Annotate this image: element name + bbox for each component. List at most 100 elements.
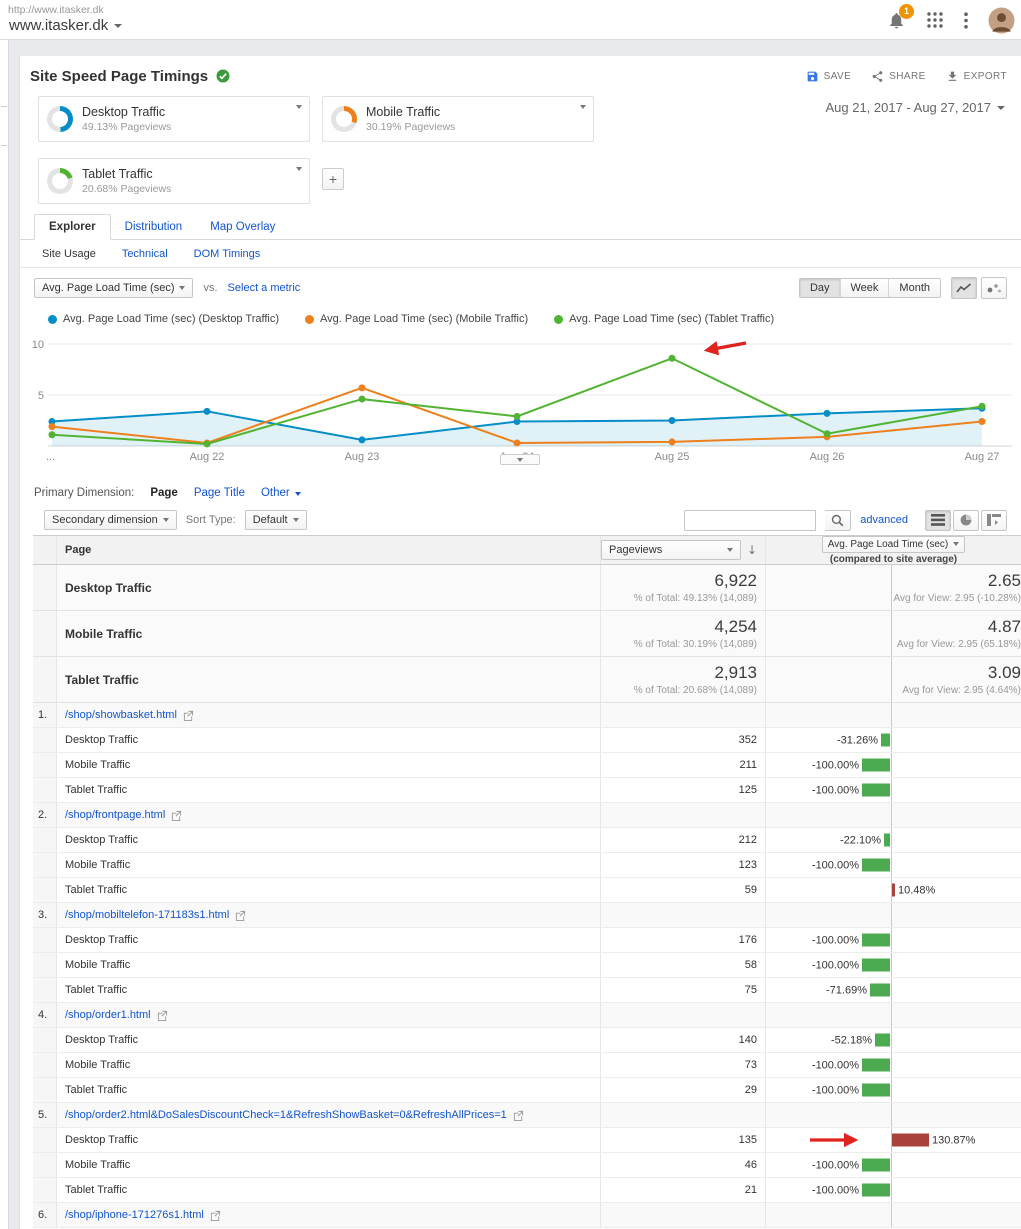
sidebar-divider [1, 145, 7, 146]
page-link[interactable]: /shop/order2.html&DoSalesDiscountCheck=1… [65, 1109, 507, 1121]
metric-column-selector[interactable]: Avg. Page Load Time (sec) [821, 535, 966, 553]
comparison-bar: -52.18% [831, 1033, 890, 1047]
svg-text:10: 10 [32, 339, 44, 351]
pageviews-column-selector[interactable]: Pageviews [601, 540, 741, 560]
comparison-bar: 130.87% [892, 1133, 975, 1147]
comparison-bar: -22.10% [840, 833, 890, 847]
comparison-bar: -100.00% [812, 933, 890, 947]
comparison-axis [891, 1028, 892, 1052]
granularity-week-button[interactable]: Week [839, 279, 889, 297]
column-header-page[interactable]: Page [65, 544, 92, 556]
primary-dimension-label: Primary Dimension: [34, 486, 135, 499]
export-button[interactable]: EXPORT [946, 70, 1007, 83]
view-pivot-button[interactable] [981, 509, 1007, 531]
metric-selector[interactable]: Avg. Page Load Time (sec) [34, 278, 194, 298]
comparison-axis [891, 1078, 892, 1102]
date-range-selector[interactable]: Aug 21, 2017 - Aug 27, 2017 [825, 100, 1005, 115]
tab-map-overlay[interactable]: Map Overlay [210, 221, 276, 233]
open-in-new-icon[interactable] [235, 910, 246, 921]
save-button[interactable]: SAVE [806, 70, 852, 83]
avatar[interactable] [988, 6, 1015, 34]
chevron-down-icon[interactable] [580, 105, 586, 109]
page-link[interactable]: /shop/mobiltelefon-171183s1.html [65, 909, 230, 921]
notifications-button[interactable]: 1 [887, 3, 914, 30]
row-index: 3. [33, 903, 57, 927]
summary-pageviews: 4,254 [714, 617, 757, 636]
advanced-search-link[interactable]: advanced [860, 514, 908, 526]
subtab-dom-timings[interactable]: DOM Timings [193, 247, 261, 260]
pivot-view-icon [987, 514, 1001, 526]
tab-explorer[interactable]: Explorer [34, 214, 111, 240]
summary-metric: 2.65 [987, 571, 1021, 590]
comparison-bar: -100.00% [812, 858, 890, 872]
sidebar-divider [1, 106, 7, 107]
apps-grid-button[interactable] [926, 11, 944, 29]
subtab-site-usage[interactable]: Site Usage [42, 247, 96, 260]
subtab-technical[interactable]: Technical [121, 247, 168, 260]
primary-dimension-other[interactable]: Other [261, 487, 301, 499]
open-in-new-icon[interactable] [210, 1210, 221, 1221]
comparison-axis [891, 728, 892, 752]
segment-row: Desktop Traffic 135 130.87% [33, 1128, 1021, 1153]
overflow-menu-button[interactable] [964, 11, 968, 29]
segment-name: Tablet Traffic [65, 984, 128, 996]
tab-distribution[interactable]: Distribution [124, 221, 183, 233]
view-table-button[interactable] [925, 509, 951, 531]
comparison-axis [891, 1178, 892, 1202]
metric-group-tabs: Site Usage Technical DOM Timings [20, 240, 1021, 268]
sort-direction-icon[interactable]: ↓ [746, 543, 757, 557]
table-search-button[interactable] [825, 509, 852, 531]
chevron-down-icon[interactable] [296, 105, 302, 109]
bar-faster-than-average [862, 1183, 890, 1197]
table-view-toggle [925, 509, 1007, 531]
select-metric-link[interactable]: Select a metric [227, 282, 301, 294]
segment-pageviews: 75 [600, 978, 765, 1002]
view-percentage-button[interactable] [953, 509, 979, 531]
page-link[interactable]: /shop/order1.html [65, 1009, 151, 1021]
page-link[interactable]: /shop/showbasket.html [65, 709, 177, 721]
comparison-bar: -100.00% [812, 1183, 890, 1197]
svg-text:Aug 25: Aug 25 [655, 451, 690, 463]
segment-name: Tablet Traffic [65, 884, 128, 896]
segment-name: Desktop Traffic [65, 734, 139, 746]
comparison-axis [891, 703, 892, 727]
open-in-new-icon[interactable] [513, 1110, 524, 1121]
line-chart-button[interactable] [951, 277, 977, 299]
summary-segment-name: Mobile Traffic [65, 626, 143, 641]
summary-metric: 3.09 [987, 663, 1021, 682]
segment-card-tablet[interactable]: Tablet Traffic 20.68% Pageviews [38, 158, 310, 204]
primary-dimension-page[interactable]: Page [150, 486, 178, 499]
sort-type-label: Sort Type: [185, 514, 236, 526]
bar-faster-than-average [870, 983, 890, 997]
verified-check-icon [216, 69, 230, 83]
chevron-down-icon[interactable] [296, 167, 302, 171]
primary-dimension-page-title[interactable]: Page Title [193, 486, 245, 499]
page-link[interactable]: /shop/frontpage.html [65, 809, 166, 821]
open-in-new-icon[interactable] [171, 810, 182, 821]
page-row: 2. /shop/frontpage.html [33, 803, 1021, 828]
summary-segment-name: Desktop Traffic [65, 580, 152, 595]
page-link[interactable]: /shop/iphone-171276s1.html [65, 1209, 204, 1221]
sort-type-selector[interactable]: Default [244, 510, 307, 530]
share-button[interactable]: SHARE [871, 70, 925, 83]
row-index: 1. [33, 703, 57, 727]
account-switcher[interactable]: www.itasker.dk [9, 17, 123, 34]
report-header: Site Speed Page Timings SAVE SHARE EXPOR… [20, 56, 1021, 96]
motion-chart-button[interactable] [981, 277, 1007, 299]
granularity-day-button[interactable]: Day [799, 279, 840, 297]
granularity-month-button[interactable]: Month [888, 279, 940, 297]
add-segment-button[interactable]: + [322, 168, 344, 190]
comparison-axis [891, 1103, 892, 1127]
chart-expander[interactable] [500, 454, 540, 465]
open-in-new-icon[interactable] [183, 710, 194, 721]
chevron-down-icon [953, 542, 960, 546]
svg-text:5: 5 [38, 390, 44, 402]
open-in-new-icon[interactable] [157, 1010, 168, 1021]
comparison-axis [891, 903, 892, 927]
legend-item-tablet: Avg. Page Load Time (sec) (Tablet Traffi… [554, 313, 774, 325]
table-search-input[interactable] [684, 509, 817, 531]
collapsed-sidebar[interactable] [0, 40, 9, 1229]
segment-card-desktop[interactable]: Desktop Traffic 49.13% Pageviews [38, 96, 310, 142]
secondary-dimension-selector[interactable]: Secondary dimension [44, 510, 177, 530]
segment-card-mobile[interactable]: Mobile Traffic 30.19% Pageviews [322, 96, 594, 142]
